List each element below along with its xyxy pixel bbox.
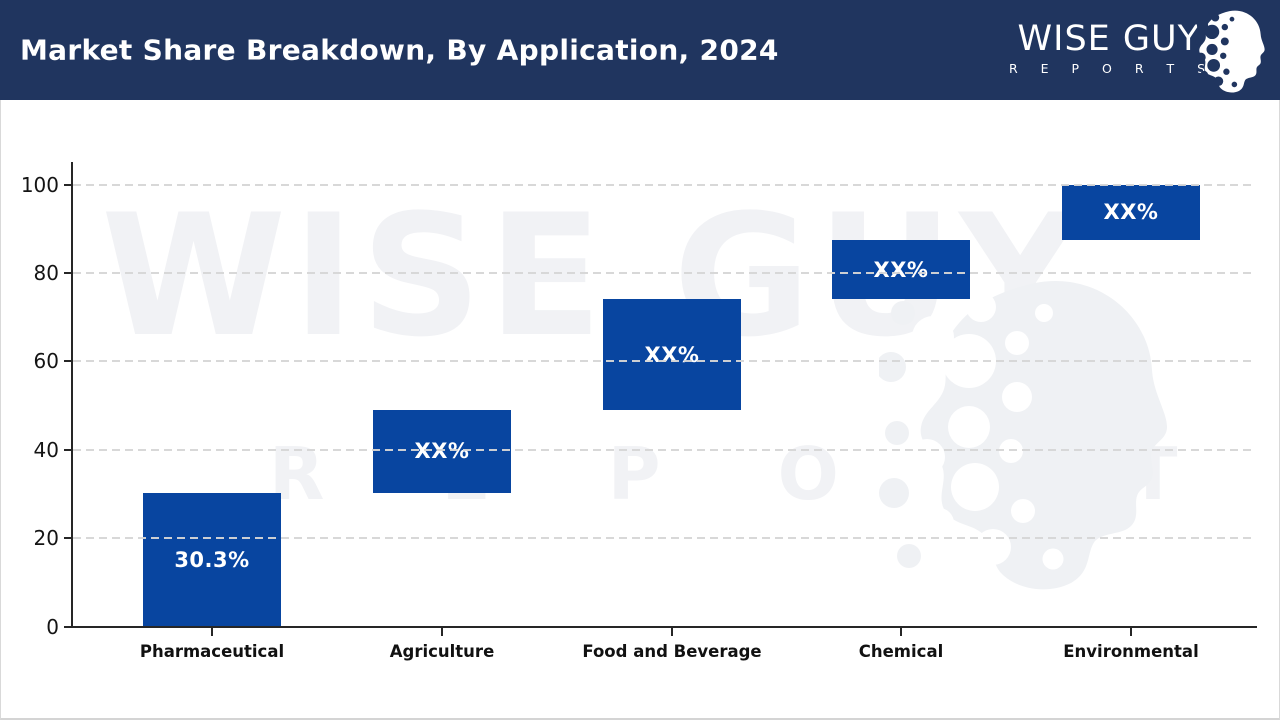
bar-value-label: XX%	[414, 439, 470, 464]
gridline	[73, 183, 1255, 186]
gridline	[73, 271, 1255, 274]
y-tick-label: 20	[33, 526, 59, 551]
brand-subname: R E P O R T S	[1009, 61, 1215, 76]
brand-logo: WISE GUY R E P O R T S	[1003, 6, 1268, 94]
category-label: Chemical	[858, 642, 944, 661]
bar-segment: XX%	[832, 240, 970, 300]
bar-segment: XX%	[373, 409, 511, 493]
gridline	[73, 448, 1255, 451]
bar-segment: XX%	[1062, 184, 1200, 241]
brand-name: WISE GUY	[1017, 19, 1201, 59]
y-tick-label: 100	[20, 172, 59, 197]
y-tick-label: 40	[33, 437, 59, 462]
x-axis-tick	[671, 628, 673, 636]
category-label: Environmental	[1063, 642, 1199, 661]
y-axis-tick	[64, 271, 72, 274]
chart-area: WISE GUY R E P O R T S 02040608010030.3%…	[0, 100, 1280, 720]
page-title: Market Share Breakdown, By Application, …	[20, 33, 779, 67]
bar-segment: 30.3%	[143, 492, 281, 627]
y-axis-line	[71, 162, 73, 628]
x-axis-tick	[900, 628, 902, 636]
category-label: Pharmaceutical	[139, 642, 285, 661]
watermark-head-silhouette	[879, 280, 1167, 590]
y-tick-label: 80	[33, 260, 59, 285]
bar-value-label: XX%	[873, 257, 929, 282]
y-tick-label: 60	[33, 349, 59, 374]
category-label: Agriculture	[389, 642, 495, 661]
bar-segment: XX%	[603, 299, 741, 410]
bar-value-label: XX%	[1103, 200, 1159, 225]
category-label: Food and Beverage	[582, 642, 762, 661]
x-axis-tick	[1130, 628, 1132, 636]
gridline	[73, 537, 1255, 540]
x-axis-line	[71, 626, 1257, 628]
head-silhouette-icon	[1195, 10, 1265, 93]
gridline	[73, 360, 1255, 363]
y-axis-tick	[64, 625, 72, 628]
bar-value-label: XX%	[644, 342, 700, 367]
x-axis-tick	[441, 628, 443, 636]
y-axis-tick	[64, 448, 72, 451]
y-axis-tick	[64, 183, 72, 186]
y-axis-tick	[64, 360, 72, 363]
y-axis-tick	[64, 537, 72, 540]
bar-value-label: 30.3%	[174, 547, 250, 572]
y-tick-label: 0	[46, 614, 59, 639]
header-bar: Market Share Breakdown, By Application, …	[0, 0, 1280, 100]
brand-logo-text: WISE GUY R E P O R T S	[1003, 19, 1215, 77]
x-axis-tick	[211, 628, 213, 636]
